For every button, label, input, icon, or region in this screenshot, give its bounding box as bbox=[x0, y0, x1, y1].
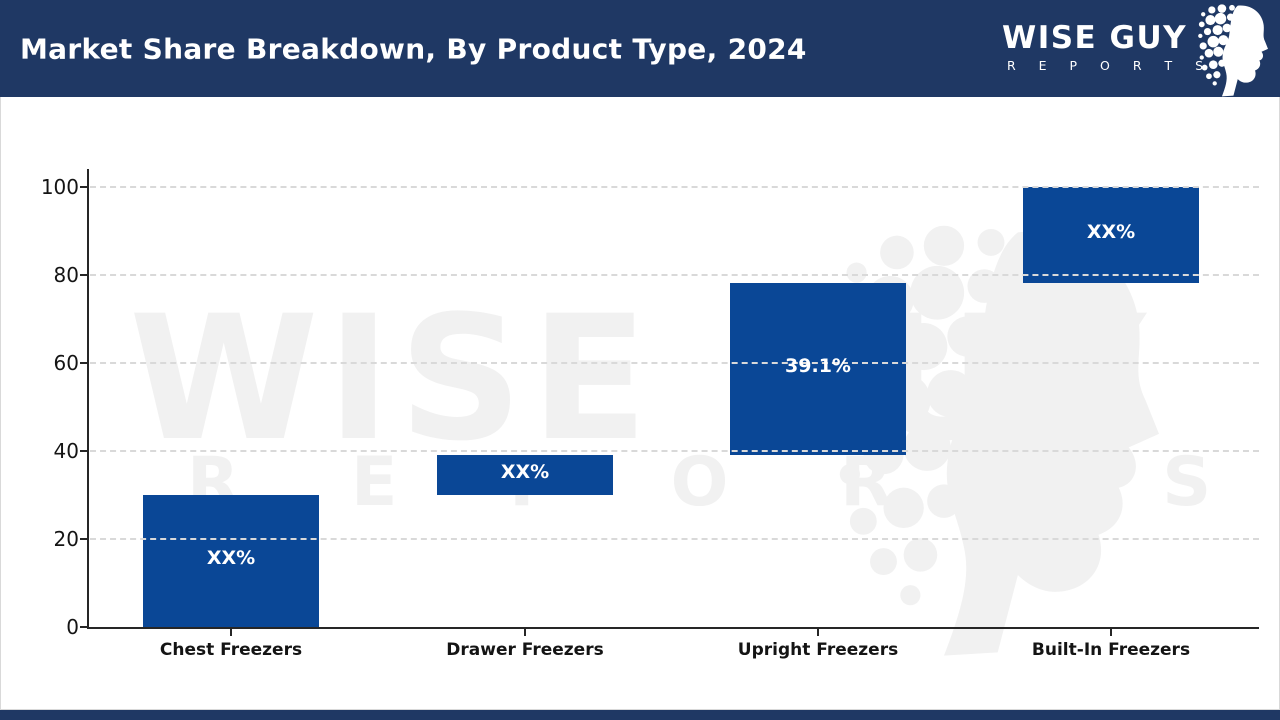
bar-value-label: XX% bbox=[1086, 221, 1136, 244]
x-axis-line bbox=[87, 627, 1259, 629]
gridline bbox=[90, 538, 1259, 540]
y-tick-mark bbox=[80, 538, 87, 540]
gridline bbox=[90, 274, 1259, 276]
gridline bbox=[90, 186, 1259, 188]
x-axis-label-upright-freezers: Upright Freezers bbox=[737, 640, 899, 660]
y-axis-line bbox=[87, 169, 89, 629]
gridline bbox=[90, 362, 1259, 364]
gridline bbox=[90, 450, 1259, 452]
dotted-face-profile-icon bbox=[1196, 4, 1268, 98]
bar-value-label: 39.1% bbox=[785, 355, 851, 378]
bar-built-in-freezers bbox=[1023, 187, 1199, 284]
y-tick-mark bbox=[80, 626, 87, 628]
y-tick-label: 100 bbox=[40, 175, 79, 199]
logo-primary-text: WISE GUY bbox=[1002, 20, 1188, 56]
x-axis-label-chest-freezers: Chest Freezers bbox=[159, 640, 303, 660]
x-tick-mark bbox=[1110, 629, 1112, 636]
y-tick-mark bbox=[80, 450, 87, 452]
bar-drawer-freezers bbox=[437, 455, 613, 495]
bar-value-label: XX% bbox=[206, 547, 256, 569]
y-tick-label: 60 bbox=[53, 351, 79, 375]
y-tick-label: 20 bbox=[53, 527, 79, 551]
y-tick-label: 80 bbox=[53, 263, 79, 287]
footer-bar bbox=[0, 710, 1280, 720]
page-title: Market Share Breakdown, By Product Type,… bbox=[20, 32, 807, 65]
header-banner: Market Share Breakdown, By Product Type,… bbox=[0, 0, 1280, 97]
wise-guy-reports-logo: WISE GUY R E P O R T S bbox=[1002, 6, 1268, 94]
x-tick-mark bbox=[524, 629, 526, 636]
logo-text: WISE GUY R E P O R T S bbox=[1002, 20, 1213, 74]
y-tick-label: 40 bbox=[53, 439, 79, 463]
y-tick-mark bbox=[80, 362, 87, 364]
x-tick-mark bbox=[230, 629, 232, 636]
y-tick-label: 0 bbox=[66, 615, 79, 639]
x-axis-label-built-in-freezers: Built-In Freezers bbox=[1031, 640, 1191, 660]
y-tick-mark bbox=[80, 186, 87, 188]
bar-upright-freezers bbox=[730, 283, 906, 456]
logo-secondary-text: R E P O R T S bbox=[1007, 58, 1213, 73]
x-tick-mark bbox=[817, 629, 819, 636]
bar-chest-freezers bbox=[143, 495, 319, 627]
bar-value-label: XX% bbox=[500, 461, 550, 484]
x-axis-label-drawer-freezers: Drawer Freezers bbox=[446, 640, 604, 660]
y-tick-mark bbox=[80, 274, 87, 276]
chart-area: WISE GUY R E P O R T S 0 20 40 60 80 100 XX% Ch… bbox=[0, 97, 1280, 710]
